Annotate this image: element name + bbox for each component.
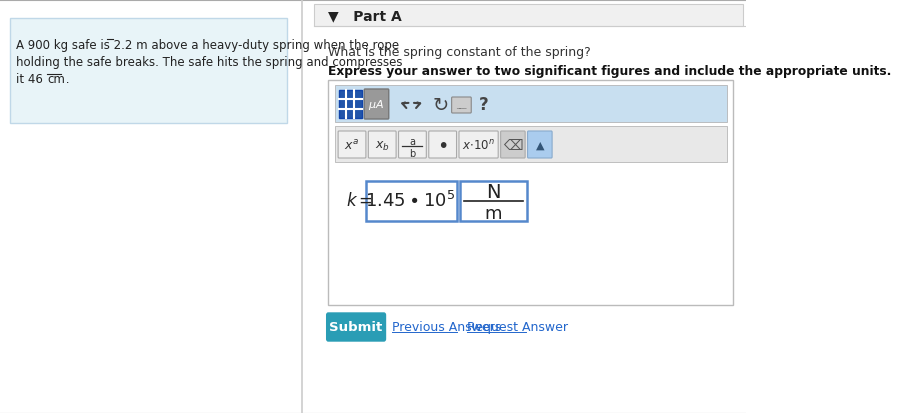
Text: Submit: Submit — [330, 321, 383, 334]
Text: cm: cm — [47, 73, 65, 86]
FancyBboxPatch shape — [452, 98, 471, 114]
Text: $\mu A$: $\mu A$ — [369, 98, 384, 112]
Text: Previous Answers: Previous Answers — [392, 321, 501, 334]
Text: $1.45 \bullet 10^5$: $1.45 \bullet 10^5$ — [365, 190, 456, 211]
Text: a: a — [409, 137, 415, 147]
Text: ↻: ↻ — [433, 95, 449, 114]
Text: Express your answer to two significant figures and include the appropriate units: Express your answer to two significant f… — [329, 65, 892, 78]
Text: N: N — [486, 182, 500, 201]
FancyBboxPatch shape — [528, 132, 552, 159]
Text: $k=$: $k=$ — [346, 192, 373, 209]
Text: ▼   Part A: ▼ Part A — [329, 9, 402, 23]
FancyBboxPatch shape — [399, 132, 426, 159]
Text: What is the spring constant of the spring?: What is the spring constant of the sprin… — [329, 46, 591, 59]
FancyBboxPatch shape — [459, 132, 498, 159]
Text: ⌫: ⌫ — [503, 139, 523, 153]
FancyBboxPatch shape — [460, 182, 527, 221]
Text: m: m — [485, 204, 502, 223]
Text: holding the safe breaks. The safe hits the spring and compresses: holding the safe breaks. The safe hits t… — [16, 56, 403, 69]
Text: A 900 kg safe is 2.2 m above a heavy-duty spring when the rope: A 900 kg safe is 2.2 m above a heavy-dut… — [16, 39, 400, 52]
Text: it 46: it 46 — [16, 73, 47, 86]
FancyBboxPatch shape — [327, 313, 385, 341]
Text: ?: ? — [478, 96, 488, 114]
FancyBboxPatch shape — [368, 132, 396, 159]
Text: $x_b$: $x_b$ — [374, 139, 390, 152]
Text: $x^a$: $x^a$ — [344, 139, 360, 153]
Text: •: • — [437, 136, 448, 155]
FancyBboxPatch shape — [329, 81, 732, 305]
FancyBboxPatch shape — [314, 5, 743, 27]
FancyBboxPatch shape — [10, 19, 288, 124]
FancyBboxPatch shape — [366, 182, 457, 221]
FancyBboxPatch shape — [335, 127, 727, 163]
FancyBboxPatch shape — [364, 90, 389, 120]
Text: .: . — [62, 73, 69, 86]
FancyBboxPatch shape — [335, 86, 727, 123]
FancyBboxPatch shape — [500, 132, 525, 159]
Text: Request Answer: Request Answer — [467, 321, 568, 334]
Text: $x{\cdot}10^n$: $x{\cdot}10^n$ — [462, 139, 495, 153]
Text: b: b — [409, 149, 415, 159]
Text: ▲: ▲ — [536, 141, 544, 151]
FancyBboxPatch shape — [339, 91, 362, 119]
FancyBboxPatch shape — [429, 132, 456, 159]
Text: ___: ___ — [456, 103, 467, 109]
FancyBboxPatch shape — [338, 132, 366, 159]
